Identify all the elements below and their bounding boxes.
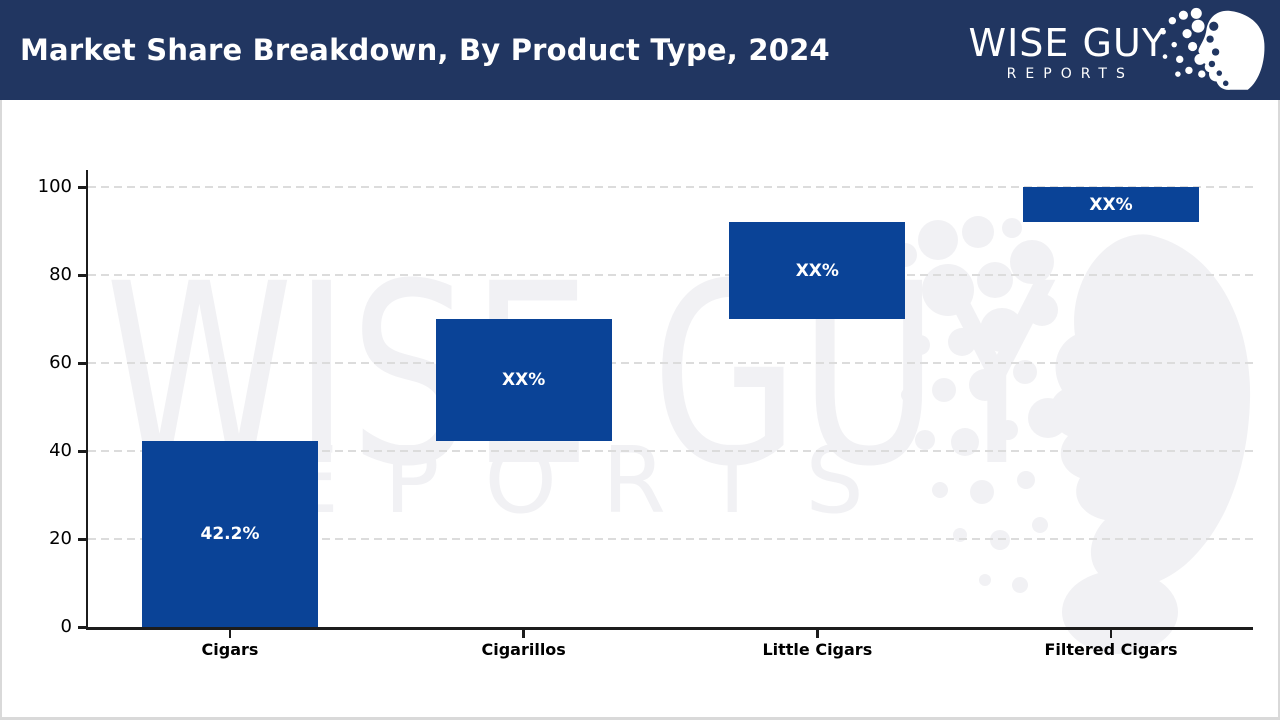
logo-wordmark: WISE GUY (968, 20, 1166, 65)
x-category-label: Filtered Cigars (1044, 640, 1178, 659)
bar-value-label: 42.2% (200, 524, 260, 545)
y-tick-label-40: 40 (49, 440, 72, 461)
y-axis-line (85, 170, 88, 627)
watermark-face-icon (893, 216, 1251, 654)
x-category-label: Little Cigars (762, 640, 873, 659)
page-border-left (0, 100, 2, 720)
logo-text: WISE GUY REPORTS (969, 23, 1166, 82)
x-axis-line (85, 627, 1253, 630)
gridline-80 (88, 274, 1253, 276)
bar-value-label: XX% (502, 370, 546, 391)
wiseguy-logo: WISE GUY REPORTS (969, 7, 1270, 96)
y-tick-0 (77, 626, 86, 629)
y-tick-label-100: 100 (37, 176, 72, 197)
bar-segment: XX% (729, 222, 906, 319)
logo-face-icon (1160, 7, 1265, 90)
logo-subtitle: REPORTS (1006, 65, 1134, 82)
y-tick-40 (77, 450, 86, 453)
y-tick-60 (77, 362, 86, 365)
y-tick-label-20: 20 (49, 528, 72, 549)
header-bar: Market Share Breakdown, By Product Type,… (0, 0, 1280, 100)
page-border-bottom (0, 717, 1280, 720)
x-tick-3 (1109, 629, 1113, 638)
bar-value-label: XX% (795, 260, 839, 281)
x-category-label: Cigars (201, 640, 259, 659)
bar-segment: XX% (435, 319, 612, 442)
x-category-label: Cigarillos (481, 640, 566, 659)
page-title: Market Share Breakdown, By Product Type,… (20, 33, 830, 67)
bar-value-label: XX% (1089, 194, 1133, 215)
y-tick-20 (77, 538, 86, 541)
y-tick-100 (77, 186, 86, 189)
bar-segment: XX% (1023, 187, 1199, 223)
y-tick-80 (77, 274, 86, 277)
gridline-100 (88, 186, 1253, 188)
x-tick-1 (522, 629, 525, 638)
y-tick-label-60: 60 (49, 352, 72, 373)
gridline-20 (88, 538, 1253, 540)
y-tick-label-80: 80 (49, 264, 72, 285)
x-tick-0 (228, 629, 232, 638)
gridline-40 (88, 450, 1253, 452)
x-tick-2 (816, 629, 819, 638)
y-tick-label-0: 0 (60, 616, 72, 637)
page-border-right (1278, 100, 1280, 720)
bar-segment: 42.2% (142, 441, 318, 627)
gridline-60 (88, 362, 1253, 364)
